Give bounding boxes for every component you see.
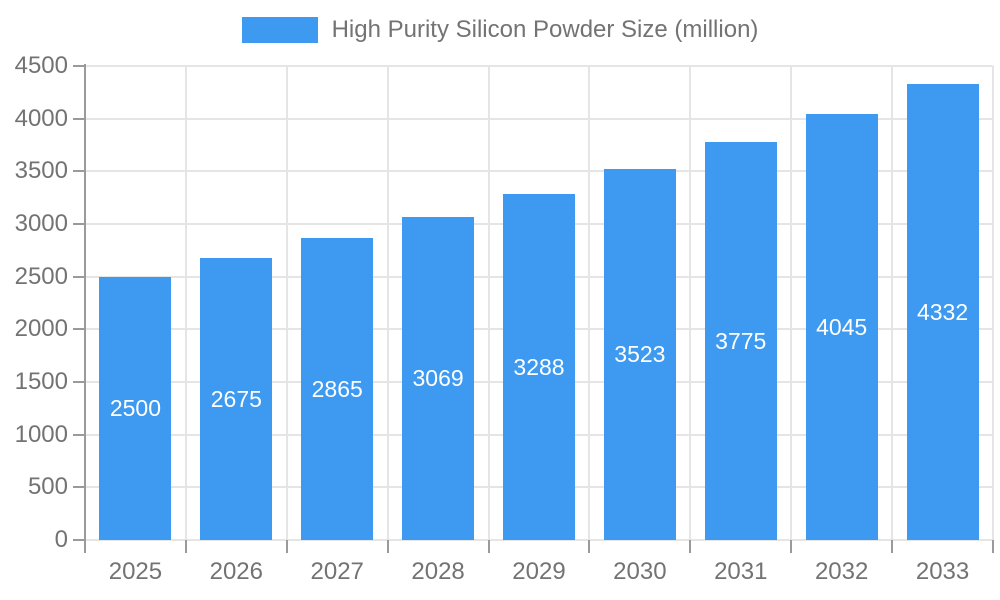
x-tick-label: 2028 [411,558,465,585]
v-gridline [487,66,490,540]
bar[interactable] [200,258,273,540]
x-tick [487,540,490,553]
bar[interactable] [906,83,979,540]
bar-value-label: 2500 [109,395,162,422]
x-tick-label: 2030 [613,558,667,585]
y-tick-label: 2000 [14,315,68,343]
v-gridline [285,66,288,540]
y-tick [73,65,85,67]
bar[interactable] [99,276,172,540]
x-tick [285,540,288,553]
bar-value-label: 2675 [210,386,262,413]
bar-value-label: 3775 [715,328,767,355]
y-tick-label: 3000 [14,210,68,237]
x-tick [588,540,591,553]
v-gridline [386,66,389,540]
bar[interactable] [704,142,777,540]
y-tick [73,486,85,489]
y-tick [73,223,85,225]
x-tick-label: 2033 [915,558,970,585]
v-gridline [184,66,187,540]
y-tick [73,381,85,383]
x-tick-label: 2027 [310,558,364,585]
x-tick [689,540,692,553]
y-tick [73,275,85,278]
bar-value-label: 3069 [412,365,464,392]
h-gridline [85,117,993,120]
v-gridline [689,66,692,540]
y-tick-label: 2500 [14,262,68,290]
v-gridline [790,66,793,540]
v-gridline [891,66,894,540]
bar-value-label: 2865 [311,376,363,403]
x-tick [992,540,994,553]
bar[interactable] [301,238,374,540]
x-tick-label: 2032 [814,558,869,585]
legend-label[interactable]: High Purity Silicon Powder Size (million… [331,16,759,43]
y-axis-line [84,64,86,553]
bar-value-label: 4332 [916,298,969,325]
x-tick [84,540,86,553]
y-tick-label: 500 [27,473,68,501]
x-tick [386,540,389,553]
x-tick-label: 2026 [209,558,263,585]
h-gridline [85,65,993,67]
bar[interactable] [503,193,575,540]
bar-value-label: 3523 [614,341,666,368]
y-tick-label: 4500 [14,52,68,79]
legend-swatch[interactable] [241,17,318,43]
y-tick-label: 3500 [14,157,68,185]
bar-value-label: 3288 [513,353,565,380]
x-tick [891,540,894,553]
bar[interactable] [402,216,475,540]
y-tick-label: 4000 [14,104,68,132]
y-tick-label: 0 [54,526,68,553]
x-tick [184,540,187,553]
bar[interactable] [805,113,878,540]
y-tick-label: 1500 [14,368,68,395]
h-gridline [85,539,993,541]
legend: High Purity Silicon Powder Size (million… [0,16,1000,44]
y-tick [73,539,85,541]
x-tick [790,540,793,553]
y-tick [73,328,85,331]
y-tick-label: 1000 [14,420,68,448]
y-tick [73,170,85,173]
x-tick-label: 2029 [512,558,566,585]
x-tick-label: 2025 [108,558,163,585]
bar-value-label: 4045 [816,313,868,340]
x-tick-label: 2031 [714,558,768,585]
h-gridline [85,170,993,173]
y-tick [73,117,85,120]
bar[interactable] [603,168,676,540]
y-tick [73,433,85,436]
v-gridline [588,66,591,540]
v-gridline [992,66,994,540]
